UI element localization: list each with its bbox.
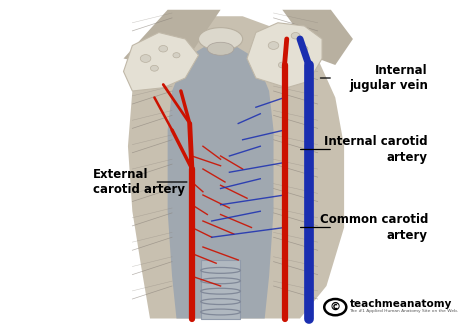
- Text: Internal carotid
artery: Internal carotid artery: [324, 135, 428, 164]
- Text: ©: ©: [330, 302, 341, 312]
- Circle shape: [268, 42, 279, 49]
- Circle shape: [150, 65, 158, 71]
- Text: The #1 Applied Human Anatomy Site on the Web.: The #1 Applied Human Anatomy Site on the…: [349, 309, 459, 313]
- Ellipse shape: [199, 28, 243, 50]
- Circle shape: [301, 46, 308, 51]
- Bar: [201, 260, 240, 318]
- Text: teachmeanatomy: teachmeanatomy: [349, 299, 452, 309]
- Circle shape: [140, 55, 151, 62]
- Polygon shape: [124, 10, 220, 65]
- Circle shape: [173, 53, 180, 58]
- Polygon shape: [128, 16, 344, 318]
- Circle shape: [159, 46, 168, 52]
- Polygon shape: [168, 42, 273, 318]
- Polygon shape: [283, 10, 353, 65]
- Text: External
carotid artery: External carotid artery: [92, 168, 185, 196]
- Circle shape: [278, 62, 286, 68]
- Text: Common carotid
artery: Common carotid artery: [319, 213, 428, 242]
- Circle shape: [291, 32, 300, 39]
- Polygon shape: [124, 32, 199, 91]
- Polygon shape: [247, 23, 322, 88]
- Text: Internal
jugular vein: Internal jugular vein: [349, 64, 428, 92]
- Ellipse shape: [207, 42, 234, 55]
